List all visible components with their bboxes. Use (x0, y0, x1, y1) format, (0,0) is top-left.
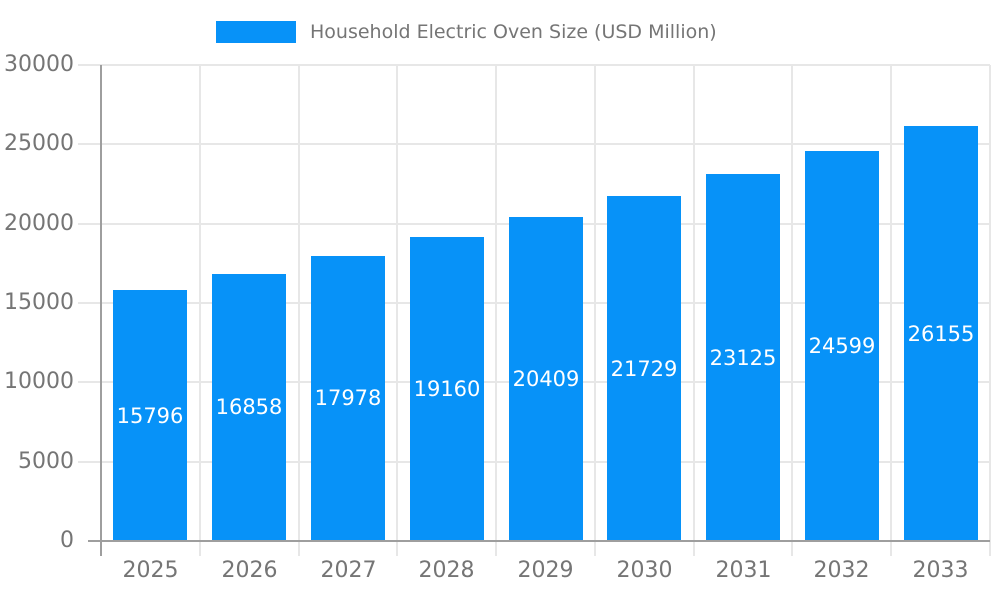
gridline-vertical (495, 65, 497, 556)
bar-value-label: 24599 (808, 334, 876, 358)
x-axis-tick-label: 2031 (715, 558, 772, 583)
bar-value-label: 26155 (907, 322, 975, 346)
gridline-vertical (298, 65, 300, 556)
y-axis-tick-label: 10000 (4, 369, 74, 394)
bar-value-label: 19160 (413, 377, 481, 401)
bar[interactable] (509, 217, 583, 541)
x-axis-tick-label: 2032 (813, 558, 870, 583)
legend-label: Household Electric Oven Size (USD Millio… (310, 21, 717, 43)
gridline-vertical (890, 65, 892, 556)
y-axis-tick-label: 25000 (4, 131, 74, 156)
bar-value-label: 17978 (314, 386, 382, 410)
bar-value-label: 20409 (512, 367, 580, 391)
bar-value-label: 16858 (215, 395, 283, 419)
bar[interactable] (113, 290, 187, 541)
gridline-vertical (989, 65, 991, 556)
y-axis-tick-label: 20000 (4, 211, 74, 236)
bar[interactable] (410, 237, 484, 541)
y-axis-tick-label: 15000 (4, 290, 74, 315)
x-axis-tick-label: 2030 (616, 558, 673, 583)
x-axis-tick-label: 2025 (122, 558, 179, 583)
legend-swatch (216, 21, 296, 43)
gridline-horizontal (78, 64, 990, 66)
bar[interactable] (607, 196, 681, 541)
x-axis-tick-label: 2033 (912, 558, 969, 583)
gridline-vertical (693, 65, 695, 556)
y-axis-tick-label: 30000 (4, 52, 74, 77)
bar[interactable] (311, 256, 385, 541)
x-axis-tick-label: 2026 (221, 558, 278, 583)
x-axis-tick-label: 2028 (418, 558, 475, 583)
bar[interactable] (805, 151, 879, 541)
bar[interactable] (212, 274, 286, 541)
legend[interactable]: Household Electric Oven Size (USD Millio… (216, 21, 717, 43)
gridline-horizontal (78, 143, 990, 145)
gridline-vertical (199, 65, 201, 556)
bar[interactable] (706, 174, 780, 541)
bar-value-label: 15796 (116, 404, 184, 428)
y-axis-tick-label: 0 (60, 528, 74, 553)
bar-value-label: 23125 (709, 346, 777, 370)
x-axis-line (88, 540, 990, 542)
bar[interactable] (904, 126, 978, 541)
y-axis-line (100, 65, 102, 556)
y-axis-tick-label: 5000 (18, 449, 74, 474)
x-axis-tick-label: 2029 (517, 558, 574, 583)
gridline-vertical (791, 65, 793, 556)
gridline-vertical (594, 65, 596, 556)
x-axis-tick-label: 2027 (320, 558, 377, 583)
bar-value-label: 21729 (610, 357, 678, 381)
gridline-vertical (396, 65, 398, 556)
